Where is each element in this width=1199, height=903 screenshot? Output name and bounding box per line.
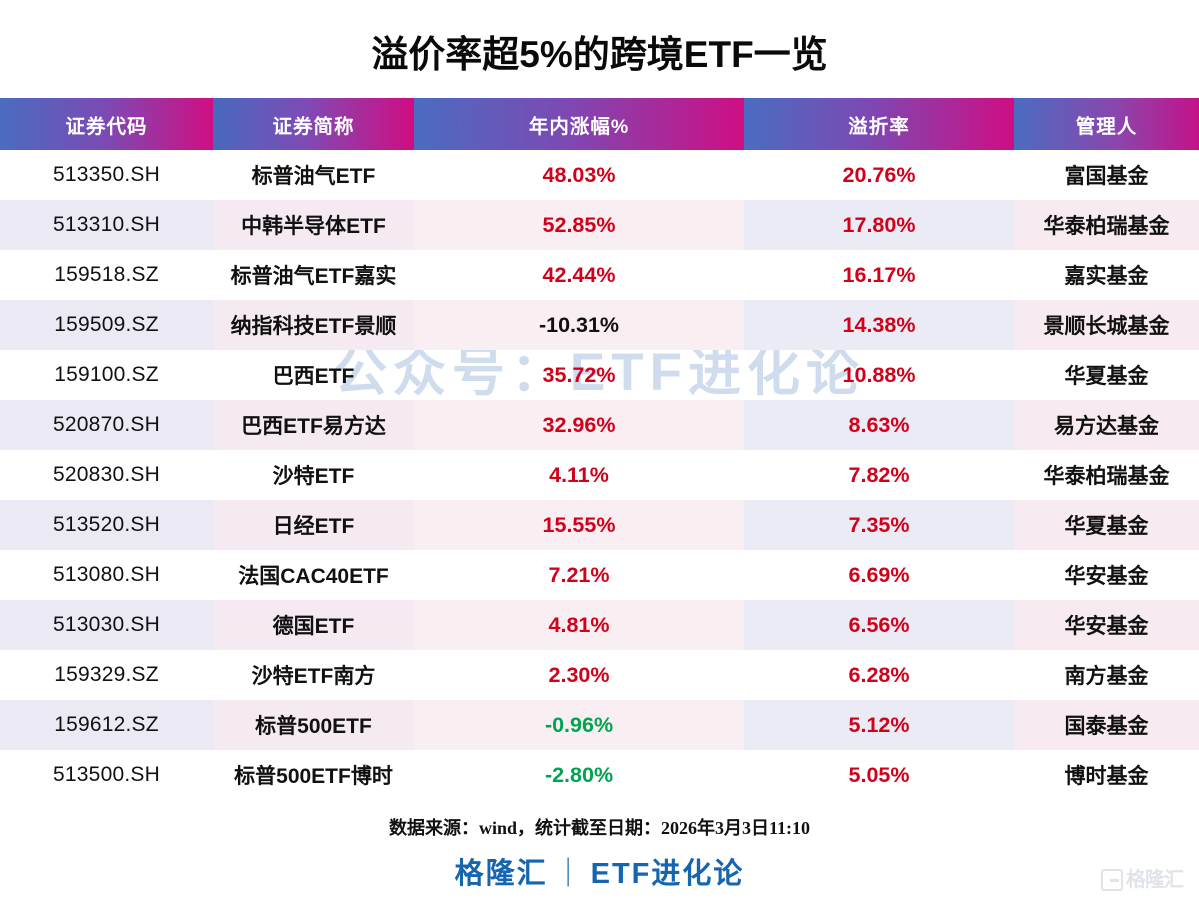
cell-code: 159612.SZ [0,700,213,750]
cell-name: 巴西ETF易方达 [213,400,414,450]
table-row[interactable]: 159518.SZ 标普油气ETF嘉实 42.44% 16.17% 嘉实基金 [0,250,1199,300]
table-row[interactable]: 513500.SH 标普500ETF博时 -2.80% 5.05% 博时基金 [0,750,1199,800]
column-header-ytd[interactable]: 年内涨幅% [414,98,744,150]
table-row[interactable]: 513350.SH 标普油气ETF 48.03% 20.76% 富国基金 [0,150,1199,200]
cell-ytd-change: 4.81% [414,600,744,650]
cell-ytd-change: -0.96% [414,700,744,750]
column-header-premium[interactable]: 溢折率 [744,98,1014,150]
cell-ytd-change: 2.30% [548,662,610,687]
cell-ytd-change: 32.96% [414,400,744,450]
cell-name: 标普油气ETF嘉实 [230,265,397,288]
cell-code: 159100.SZ [54,363,159,386]
gelonghui-logo-text: 格隆汇 [1126,869,1184,891]
cell-code: 520870.SH [0,400,213,450]
cell-manager: 华夏基金 [1014,500,1199,550]
cell-code: 159329.SZ [54,663,159,686]
table-row[interactable]: 520830.SH 沙特ETF 4.11% 7.82% 华泰柏瑞基金 [0,450,1199,500]
cell-code: 513080.SH [53,563,160,586]
table-row[interactable]: 159329.SZ 沙特ETF南方 2.30% 6.28% 南方基金 [0,650,1199,700]
g-square-icon [1101,869,1123,891]
cell-code: 513350.SH [53,163,160,186]
table-body: 513350.SH 标普油气ETF 48.03% 20.76% 富国基金 513310.S… [0,150,1199,800]
cell-premium-rate: 7.35% [744,500,1014,550]
cell-manager: 华泰柏瑞基金 [1014,200,1199,250]
cell-manager: 南方基金 [1064,665,1149,688]
cell-manager: 易方达基金 [1014,400,1199,450]
cell-manager: 华安基金 [1014,600,1199,650]
cell-premium-rate: 14.38% [744,300,1014,350]
cell-premium-rate: 8.63% [744,400,1014,450]
cell-name: 德国ETF [213,600,414,650]
brand-right-label: ETF进化论 [590,858,745,890]
cell-name: 中韩半导体ETF [213,200,414,250]
cell-premium-rate: 7.82% [848,462,910,487]
brand-footer: 格隆汇｜ ETF进化论 [0,848,1199,892]
cell-ytd-change: 4.11% [549,462,609,487]
cell-premium-rate: 17.80% [744,200,1014,250]
cell-manager: 华泰柏瑞基金 [1043,465,1170,488]
cell-code: 513030.SH [0,600,213,650]
cell-manager: 博时基金 [1064,765,1149,788]
cell-name: 标普500ETF博时 [234,765,393,788]
gelonghui-logo-watermark: 格隆汇 [1101,865,1189,895]
cell-premium-rate: 16.17% [842,262,916,287]
table-row[interactable]: 520870.SH 巴西ETF易方达 32.96% 8.63% 易方达基金 [0,400,1199,450]
cell-name: 法国CAC40ETF [238,565,389,588]
cell-ytd-change: 48.03% [542,162,616,187]
cell-name: 标普油气ETF [251,165,376,188]
cell-premium-rate: 5.05% [848,762,910,787]
cell-name: 沙特ETF [272,465,355,488]
table-header: 证券代码 证券简称 年内涨幅% 溢折率 管理人 [0,98,1199,150]
table-row[interactable]: 159509.SZ 纳指科技ETF景顺 -10.31% 14.38% 景顺长城基金 [0,300,1199,350]
column-header-manager[interactable]: 管理人 [1014,98,1199,150]
brand-separator: ｜ [553,858,585,890]
cell-ytd-change: -2.80% [544,762,614,787]
table-row[interactable]: 159612.SZ 标普500ETF -0.96% 5.12% 国泰基金 [0,700,1199,750]
cell-ytd-change: 15.55% [414,500,744,550]
data-source-note: 数据来源：wind，统计截至日期：2026年3月3日11:10 [388,818,811,838]
table-row[interactable]: 513030.SH 德国ETF 4.81% 6.56% 华安基金 [0,600,1199,650]
cell-manager: 华夏基金 [1064,365,1149,388]
cell-name: 巴西ETF [272,365,355,388]
cell-ytd-change: -10.31% [414,300,744,350]
cell-name: 沙特ETF南方 [251,665,376,688]
cell-premium-rate: 6.28% [848,662,910,687]
cell-premium-rate: 6.69% [848,562,910,587]
cell-manager: 华安基金 [1064,565,1149,588]
cell-name: 标普500ETF [213,700,414,750]
cell-premium-rate: 10.88% [842,362,916,387]
cell-premium-rate: 20.76% [842,162,916,187]
table-row[interactable]: 513520.SH 日经ETF 15.55% 7.35% 华夏基金 [0,500,1199,550]
cell-code: 513520.SH [0,500,213,550]
cell-name: 日经ETF [213,500,414,550]
column-header-code[interactable]: 证券代码 [0,98,213,150]
cell-code: 520830.SH [53,463,160,486]
cell-ytd-change: 7.21% [548,562,610,587]
table-row[interactable]: 159100.SZ 巴西ETF 35.72% 10.88% 华夏基金 [0,350,1199,400]
cell-code: 159518.SZ [54,263,159,286]
cell-manager: 嘉实基金 [1064,265,1149,288]
cell-name: 纳指科技ETF景顺 [213,300,414,350]
page-title: 溢价率超5%的跨境ETF一览 [371,34,828,75]
etf-table: 证券代码 证券简称 年内涨幅% 溢折率 管理人 513350.SH 标普油气ETF… [0,98,1199,800]
cell-ytd-change: 35.72% [542,362,616,387]
table-row[interactable]: 513310.SH 中韩半导体ETF 52.85% 17.80% 华泰柏瑞基金 [0,200,1199,250]
cell-manager: 国泰基金 [1014,700,1199,750]
cell-code: 159509.SZ [0,300,213,350]
column-header-name[interactable]: 证券简称 [213,98,414,150]
cell-ytd-change: 52.85% [414,200,744,250]
cell-manager: 富国基金 [1064,165,1149,188]
cell-ytd-change: 42.44% [542,262,616,287]
brand-left-label: 格隆汇 [454,858,548,890]
cell-premium-rate: 5.12% [744,700,1014,750]
cell-code: 513310.SH [0,200,213,250]
table-row[interactable]: 513080.SH 法国CAC40ETF 7.21% 6.69% 华安基金 [0,550,1199,600]
cell-manager: 景顺长城基金 [1014,300,1199,350]
table-header-row: 证券代码 证券简称 年内涨幅% 溢折率 管理人 [0,98,1199,150]
cell-premium-rate: 6.56% [744,600,1014,650]
cell-code: 513500.SH [53,763,160,786]
